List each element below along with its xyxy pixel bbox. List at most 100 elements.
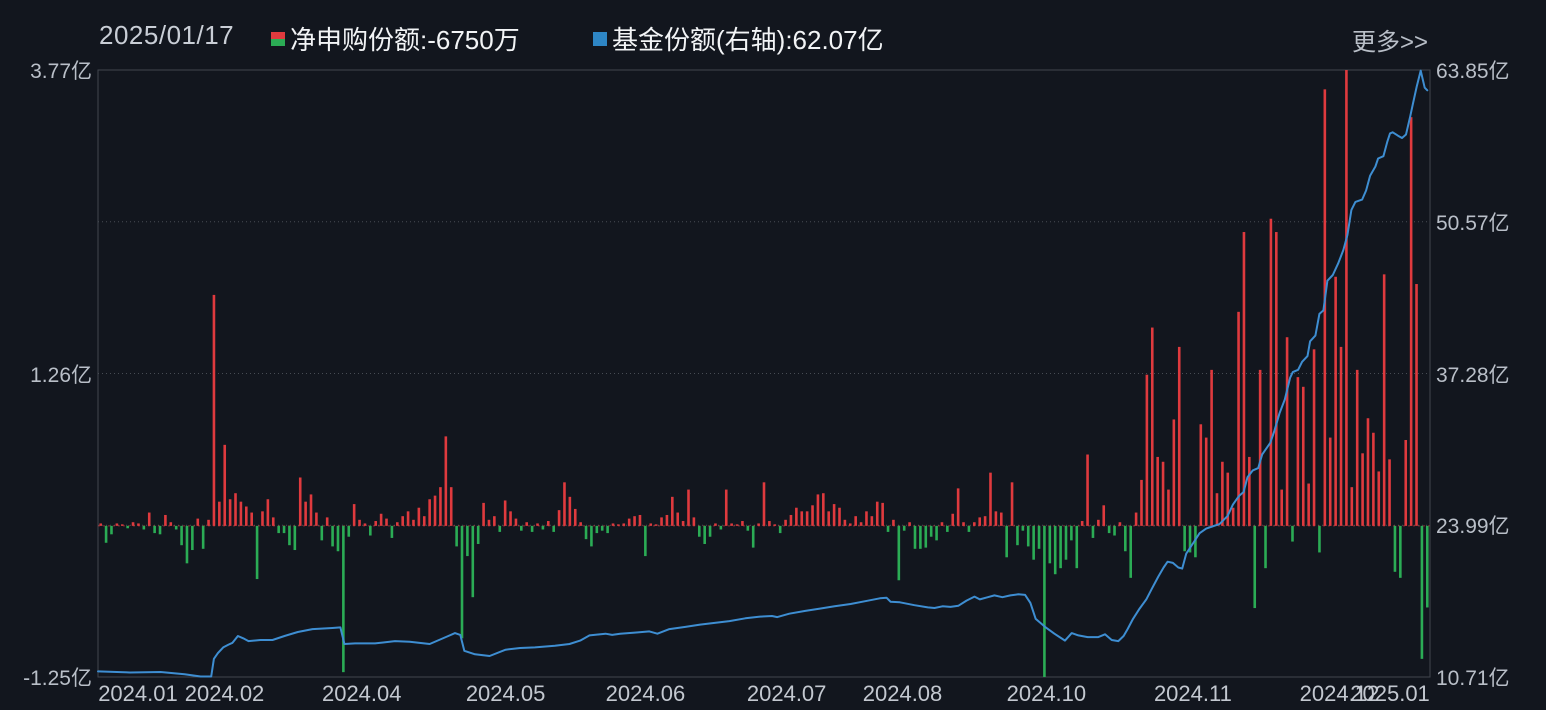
bar	[390, 525, 394, 538]
bar	[476, 525, 480, 544]
bar	[460, 525, 464, 639]
bar	[795, 507, 798, 526]
bar	[1323, 89, 1327, 526]
bar	[439, 487, 442, 526]
bar	[1399, 525, 1402, 578]
bar	[493, 516, 496, 526]
bar	[514, 518, 518, 526]
bar	[266, 499, 270, 526]
bar	[897, 525, 901, 581]
x-axis-tick-label: 2024.12	[1299, 681, 1380, 706]
bar	[1221, 461, 1224, 526]
bar	[293, 525, 297, 551]
bar	[579, 522, 582, 526]
bar	[104, 525, 108, 543]
x-axis-tick-label: 2025.01	[1350, 681, 1430, 706]
bar	[1129, 525, 1132, 578]
bar	[1188, 525, 1192, 553]
y-axis-right-tick-label: 37.28亿	[1436, 363, 1510, 387]
bar	[935, 525, 938, 541]
bar	[999, 512, 1003, 526]
bar	[838, 507, 841, 526]
bar	[1005, 525, 1008, 558]
bar	[1420, 525, 1424, 659]
bar	[234, 493, 237, 526]
bar	[1080, 521, 1084, 526]
y-axis-right-tick-label: 10.71亿	[1436, 667, 1510, 690]
bar	[1345, 70, 1348, 526]
bar	[811, 505, 814, 526]
bar	[1194, 525, 1197, 558]
bar	[665, 514, 669, 526]
bar	[1172, 419, 1176, 526]
bar	[1269, 218, 1273, 526]
bar	[1097, 519, 1100, 526]
bar	[1409, 117, 1413, 526]
bar	[196, 518, 200, 526]
bar	[805, 511, 809, 526]
bar	[1167, 489, 1170, 526]
bar	[692, 517, 696, 526]
bar	[563, 482, 566, 526]
bar	[325, 517, 329, 526]
bar	[1350, 487, 1354, 526]
more-link[interactable]: 更多>>	[1351, 29, 1428, 56]
bar	[1124, 525, 1127, 552]
bar	[1280, 489, 1283, 526]
bar	[962, 522, 965, 526]
bar	[654, 524, 658, 526]
bar	[185, 525, 189, 564]
bar	[768, 521, 771, 526]
bar	[1393, 525, 1397, 572]
x-axis-tick-label: 2024.04	[321, 681, 402, 706]
bar-series-swatch-icon	[271, 31, 285, 46]
bar	[951, 513, 955, 526]
bar	[115, 523, 119, 526]
bar	[520, 525, 523, 531]
bar	[455, 525, 458, 547]
bar	[1372, 432, 1375, 526]
bar	[1275, 232, 1278, 526]
bar	[568, 496, 572, 526]
bar	[1318, 525, 1321, 553]
bar	[201, 525, 205, 549]
bar	[174, 525, 178, 530]
bar	[703, 525, 706, 544]
bar	[773, 524, 777, 526]
bar	[1388, 459, 1391, 526]
bar	[347, 525, 351, 537]
bar	[1253, 525, 1257, 609]
bar	[644, 525, 647, 557]
bar	[1016, 525, 1019, 546]
bar	[827, 511, 831, 526]
bar	[956, 488, 960, 526]
bar	[1237, 311, 1240, 526]
bar	[1285, 337, 1289, 526]
bar	[1037, 525, 1041, 549]
bar	[978, 517, 982, 526]
y-axis-right-tick-label: 50.57亿	[1436, 211, 1510, 235]
bar	[1064, 525, 1068, 560]
bar	[541, 525, 545, 530]
bar	[724, 489, 728, 526]
bar	[379, 513, 383, 526]
bar	[120, 524, 124, 526]
bar	[741, 521, 744, 526]
bar	[228, 499, 232, 526]
bar	[1021, 525, 1025, 531]
bar	[1264, 525, 1267, 569]
bar	[396, 522, 399, 526]
y-axis-left-tick-label: 1.26亿	[30, 363, 92, 387]
bar	[843, 519, 847, 526]
legend-item-fund-shares: 基金份额(右轴):62.07亿	[593, 20, 884, 57]
bar	[342, 525, 345, 673]
bar	[282, 525, 286, 534]
bar	[449, 487, 453, 526]
bar	[1248, 456, 1251, 526]
bar	[924, 525, 928, 548]
bar	[277, 525, 280, 534]
bar	[611, 523, 615, 526]
bar	[886, 525, 890, 532]
bar	[590, 525, 593, 547]
